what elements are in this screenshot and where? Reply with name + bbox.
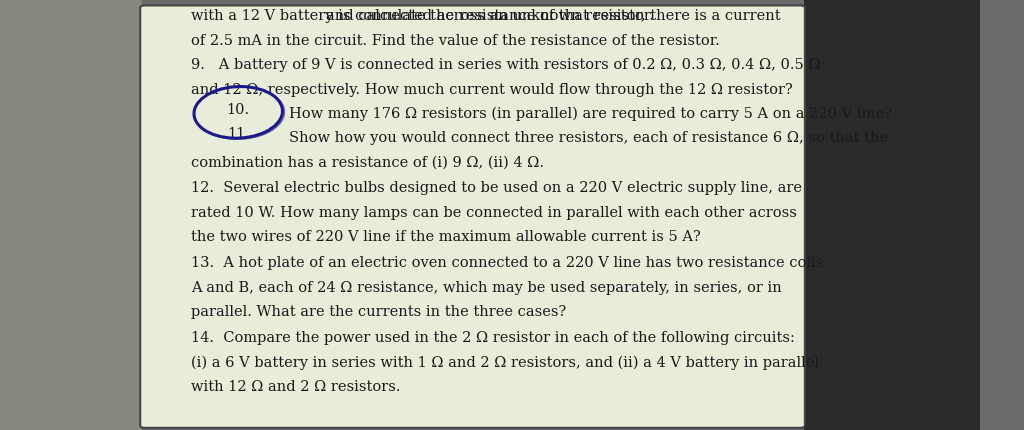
Text: How many 176 Ω resistors (in parallel) are required to carry 5 A on a 220 V line: How many 176 Ω resistors (in parallel) a…: [289, 107, 892, 121]
Text: 14.  Compare the power used in the 2 Ω resistor in each of the following circuit: 14. Compare the power used in the 2 Ω re…: [191, 330, 795, 344]
Text: and 12 Ω, respectively. How much current would flow through the 12 Ω resistor?: and 12 Ω, respectively. How much current…: [191, 83, 793, 96]
Bar: [0, 0, 142, 430]
Text: 12.  Several electric bulbs designed to be used on a 220 V electric supply line,: 12. Several electric bulbs designed to b…: [191, 181, 802, 194]
Text: 9.   A battery of 9 V is connected in series with resistors of 0.2 Ω, 0.3 Ω, 0.4: 9. A battery of 9 V is connected in seri…: [191, 58, 820, 72]
Text: 10.: 10.: [226, 102, 250, 116]
Text: 11.: 11.: [226, 127, 250, 141]
Text: Show how you would connect three resistors, each of resistance 6 Ω, so that the: Show how you would connect three resisto…: [289, 131, 889, 144]
Text: A and B, each of 24 Ω resistance, which may be used separately, in series, or in: A and B, each of 24 Ω resistance, which …: [191, 280, 782, 294]
Text: with 12 Ω and 2 Ω resistors.: with 12 Ω and 2 Ω resistors.: [191, 379, 400, 393]
Text: (i) a 6 V battery in series with 1 Ω and 2 Ω resistors, and (ii) a 4 V battery i: (i) a 6 V battery in series with 1 Ω and…: [191, 355, 819, 369]
FancyBboxPatch shape: [140, 6, 805, 428]
Bar: [804, 0, 980, 430]
Text: parallel. What are the currents in the three cases?: parallel. What are the currents in the t…: [191, 304, 566, 318]
Text: and calculate the resistance of that resistor.: and calculate the resistance of that res…: [327, 9, 654, 23]
Text: combination has a resistance of (i) 9 Ω, (ii) 4 Ω.: combination has a resistance of (i) 9 Ω,…: [191, 156, 544, 169]
Text: the two wires of 220 V line if the maximum allowable current is 5 A?: the two wires of 220 V line if the maxim…: [191, 230, 700, 243]
Text: rated 10 W. How many lamps can be connected in parallel with each other across: rated 10 W. How many lamps can be connec…: [191, 205, 797, 219]
Text: of 2.5 mA in the circuit. Find the value of the resistance of the resistor.: of 2.5 mA in the circuit. Find the value…: [191, 34, 720, 47]
Text: with a 12 V battery is connected across an unknown resistor, there is a current: with a 12 V battery is connected across …: [191, 9, 780, 23]
Text: 13.  A hot plate of an electric oven connected to a 220 V line has two resistanc: 13. A hot plate of an electric oven conn…: [191, 255, 823, 269]
